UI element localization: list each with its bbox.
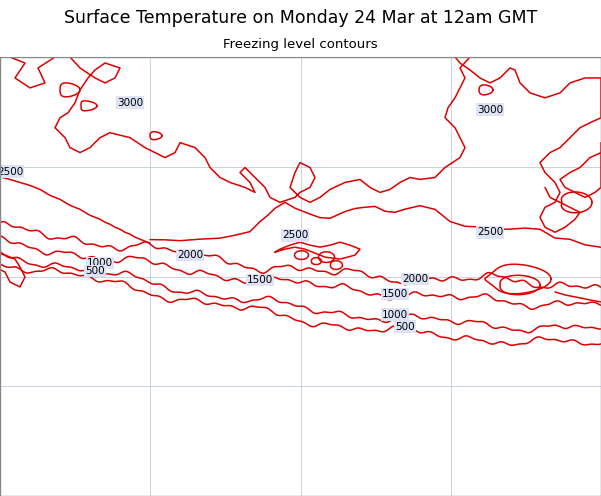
Text: 1000: 1000 [382, 310, 408, 320]
Text: 2000: 2000 [177, 250, 203, 260]
Text: 2500: 2500 [0, 167, 23, 177]
Text: 500: 500 [395, 322, 415, 332]
Text: 1500: 1500 [382, 289, 408, 299]
Text: 2500: 2500 [477, 227, 503, 237]
Text: 3000: 3000 [477, 105, 503, 115]
Text: Freezing level contours: Freezing level contours [223, 38, 378, 51]
Text: 500: 500 [85, 266, 105, 276]
Text: Surface Temperature on Monday 24 Mar at 12am GMT: Surface Temperature on Monday 24 Mar at … [64, 9, 537, 27]
Text: 1500: 1500 [247, 275, 273, 285]
Text: 2000: 2000 [402, 274, 428, 284]
Text: 3000: 3000 [117, 98, 143, 108]
Text: 1000: 1000 [87, 258, 113, 268]
Text: 2500: 2500 [282, 230, 308, 240]
